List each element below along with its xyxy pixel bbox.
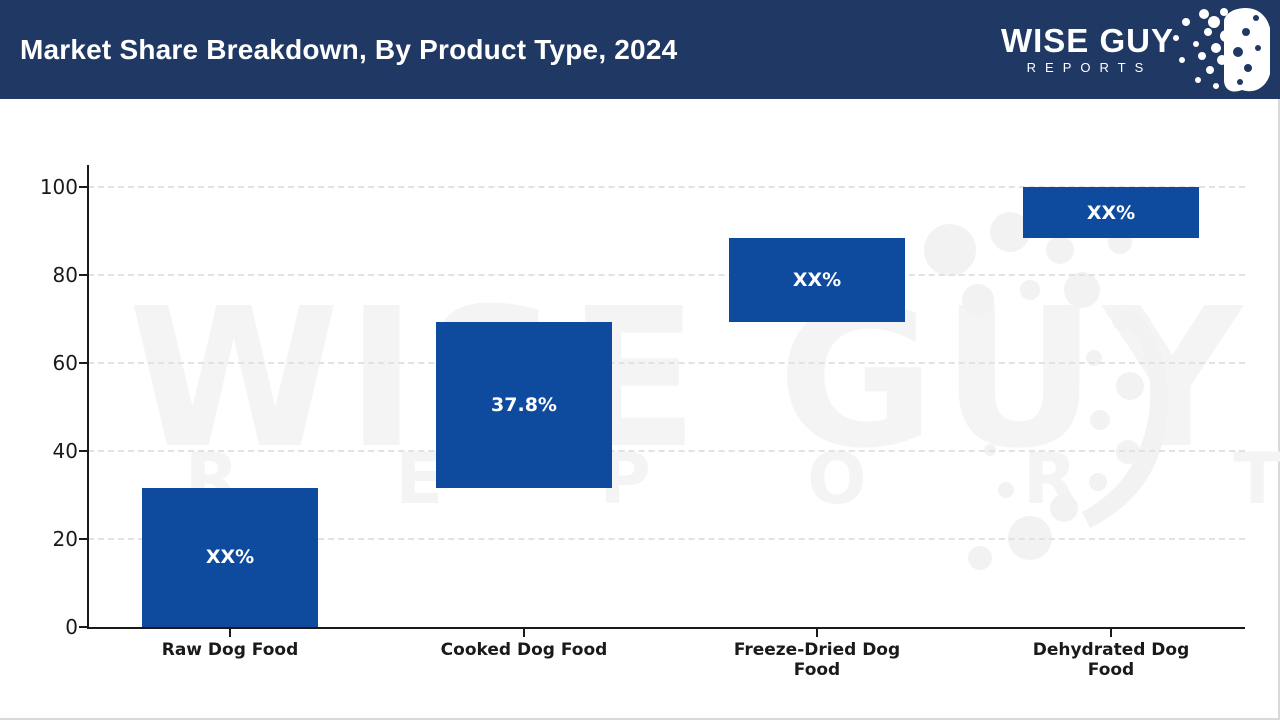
x-axis-category-label: Freeze-Dried Dog Food	[733, 640, 901, 681]
y-axis-tick-label: 40	[52, 439, 78, 463]
bar-value-label: XX%	[205, 546, 255, 569]
y-axis-tick-label: 60	[52, 351, 78, 375]
bar-value-label: XX%	[1086, 201, 1136, 224]
x-axis-tick	[1110, 629, 1112, 637]
x-axis-category-label: Dehydrated Dog Food	[1032, 640, 1190, 681]
x-axis-line	[87, 627, 1245, 629]
y-axis-tick	[79, 186, 88, 188]
x-axis-tick	[523, 629, 525, 637]
gridline-60	[88, 362, 1245, 364]
x-axis-tick	[229, 629, 231, 637]
x-axis-category-label: Cooked Dog Food	[440, 640, 608, 660]
y-axis-tick-label: 20	[52, 527, 78, 551]
gridline-40	[88, 450, 1245, 452]
x-axis-category-label: Raw Dog Food	[161, 640, 299, 660]
bar-value-label: 37.8%	[491, 393, 557, 416]
gridline-20	[88, 538, 1245, 540]
watermark-face-dots	[924, 212, 1168, 570]
gridline-80	[88, 274, 1245, 276]
y-axis-tick	[79, 362, 88, 364]
bar-raw-dog-food: XX%	[142, 487, 318, 627]
bar-dehydrated-dog-food: XX%	[1023, 187, 1199, 239]
chart-title: Market Share Breakdown, By Product Type,…	[20, 33, 678, 65]
x-axis-tick	[816, 629, 818, 637]
y-axis-tick	[79, 626, 88, 628]
gridline-100	[88, 186, 1245, 188]
header-bar: Market Share Breakdown, By Product Type,…	[0, 0, 1280, 99]
logo-subtitle: REPORTS	[1026, 60, 1153, 75]
watermark-wise-guy: WISE GUY	[128, 268, 1249, 491]
y-axis-tick	[79, 450, 88, 452]
logo-wordmark: WISE GUY	[1000, 22, 1174, 59]
bar-freeze-dried-dog-food: XX%	[729, 238, 905, 322]
y-axis-tick-label: 100	[39, 175, 78, 199]
logo-text: WISE GUY REPORTS	[1001, 24, 1174, 75]
bar-cooked-dog-food: 37.8%	[436, 321, 612, 488]
wise-guy-reports-logo: WISE GUY REPORTS	[1001, 0, 1272, 99]
y-axis-tick-label: 0	[65, 615, 78, 639]
bar-value-label: XX%	[792, 269, 842, 292]
logo-face-dots-icon	[1173, 8, 1270, 92]
y-axis-tick	[79, 274, 88, 276]
y-axis-tick-label: 80	[52, 263, 78, 287]
y-axis-tick	[79, 538, 88, 540]
y-axis-line	[87, 165, 89, 629]
